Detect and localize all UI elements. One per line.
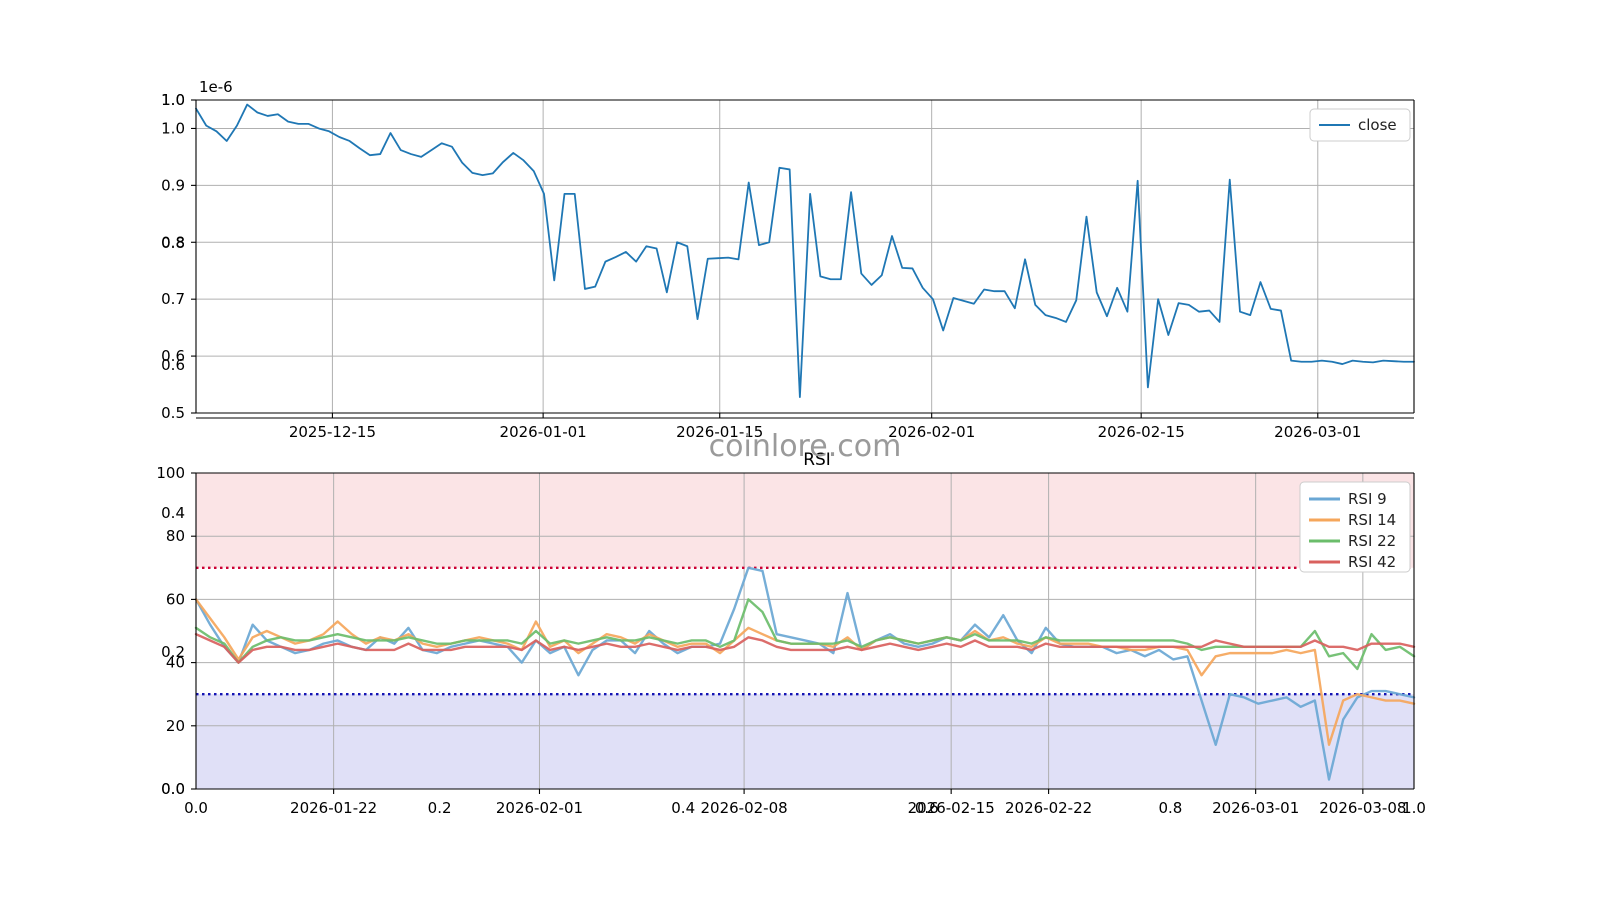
rsi-x-tick-label: 2026-02-08 [701,799,788,817]
rsi-y-tick-label: 100 [156,464,185,482]
price-legend-box[interactable] [1309,108,1411,142]
coinlore-watermark: coinlore.com [709,429,902,464]
overlay-y-tick-label-price: 1.0 [161,91,185,109]
rsi-overbought-band [196,473,1414,568]
rsi-x-tick-label: 2026-02-22 [1005,799,1092,817]
rsi-y-tick-label: 80 [166,527,185,545]
rsi-y-tick-label: 60 [166,590,185,608]
price-y-tick-label: 0.8 [161,233,185,251]
rsi-y-tick-label: 40 [166,654,185,672]
rsi-oversold-band [196,694,1414,789]
price-y-tick-label: 0.9 [161,176,185,194]
price-y-tick-label: 1.0 [161,91,185,109]
rsi-x-tick-label: 2026-02-01 [496,799,583,817]
rsi-legend-label-rsi-42: RSI 42 [1348,553,1396,571]
overlay-y-tick-label-price: 0.8 [161,234,185,252]
overlay-y-tick-label-rsi: 0.2 [161,643,185,661]
overlay-x-tick-label: 0.0 [184,799,208,817]
rsi-legend-label-rsi-9: RSI 9 [1348,490,1387,508]
price-y-offset-label: 1e-6 [199,78,233,96]
price-x-tick-label: 2026-02-15 [1098,423,1185,441]
overlay-x-tick-label: 0.6 [915,799,939,817]
price-y-tick-label: 1.0 [161,119,185,137]
rsi-line-rsi-42 [194,632,1416,664]
price-x-tick-label: 2026-02-01 [888,423,975,441]
price-y-tick-label: 0.7 [161,290,185,308]
rsi-x-tick-label: 2026-03-01 [1212,799,1299,817]
overlay-x-tick-label: 0.8 [1158,799,1182,817]
rsi-x-tick-label: 2026-02-15 [908,799,995,817]
rsi-y-tick-label: 20 [166,717,185,735]
overlay-x-tick-label: 1.0 [1402,799,1426,817]
price-x-tick-label: 2026-01-01 [500,423,587,441]
price-y-tick-label: 0.6 [161,347,185,365]
rsi-x-tick-label: 2026-01-22 [290,799,377,817]
overlay-x-tick-label: 0.4 [671,799,695,817]
price-x-tick-label: 2026-01-15 [676,423,763,441]
rsi-legend-label-rsi-14: RSI 14 [1348,511,1396,529]
rsi-line-rsi-22 [194,598,1416,671]
rsi-y-tick-label: 0.0 [161,780,185,798]
price-x-tick-label: 2026-03-01 [1274,423,1361,441]
close-price-line [195,103,1415,398]
rsi-legend-label-rsi-22: RSI 22 [1348,532,1396,550]
price-x-tick-label: 2025-12-15 [289,423,376,441]
overlay-x-tick-label: 0.2 [428,799,452,817]
overlay-y-tick-label-zero: 0.0 [161,780,185,798]
rsi-legend-box[interactable] [1299,481,1411,573]
rsi-x-tick-label: 2026-03-08 [1319,799,1406,817]
rsi-panel-title: RSI [803,450,831,470]
price-y-tick-label: 0.5 [161,404,185,422]
price-legend-label-close: close [1358,116,1397,134]
overlay-y-tick-label-rsi: 0.4 [161,504,185,522]
overlay-y-tick-label-price: 0.6 [161,356,185,374]
